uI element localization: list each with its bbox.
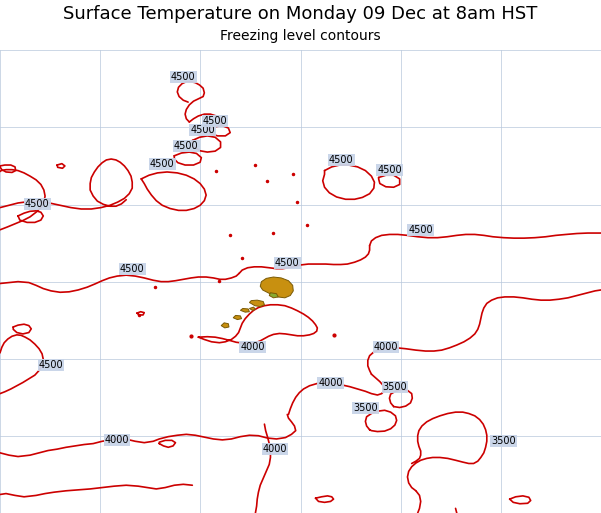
Polygon shape bbox=[233, 315, 242, 320]
Text: 4500: 4500 bbox=[377, 165, 401, 174]
Text: Surface Temperature on Monday 09 Dec at 8am HST: Surface Temperature on Monday 09 Dec at … bbox=[63, 5, 538, 23]
Polygon shape bbox=[240, 308, 249, 312]
Text: 3500: 3500 bbox=[383, 382, 407, 392]
Text: 4500: 4500 bbox=[174, 141, 198, 151]
Text: 4500: 4500 bbox=[120, 264, 144, 273]
Text: Freezing level contours: Freezing level contours bbox=[220, 29, 381, 43]
Text: 4000: 4000 bbox=[263, 444, 287, 454]
Polygon shape bbox=[249, 300, 264, 307]
Text: 4500: 4500 bbox=[39, 360, 63, 370]
Polygon shape bbox=[249, 307, 255, 310]
Text: 4500: 4500 bbox=[203, 115, 227, 126]
Text: 4500: 4500 bbox=[191, 125, 215, 135]
Text: 4500: 4500 bbox=[25, 199, 49, 209]
Polygon shape bbox=[221, 323, 229, 328]
Text: 4500: 4500 bbox=[150, 159, 174, 169]
Text: 4500: 4500 bbox=[329, 155, 353, 165]
Text: 4000: 4000 bbox=[319, 379, 343, 388]
Text: 3500: 3500 bbox=[492, 436, 516, 446]
Polygon shape bbox=[269, 293, 278, 298]
Text: 4500: 4500 bbox=[275, 258, 299, 268]
Text: 4500: 4500 bbox=[409, 225, 433, 235]
Polygon shape bbox=[260, 277, 293, 298]
Text: 4000: 4000 bbox=[105, 435, 129, 445]
Text: 4500: 4500 bbox=[171, 72, 195, 82]
Text: 4000: 4000 bbox=[240, 342, 264, 352]
Text: 3500: 3500 bbox=[353, 403, 377, 413]
Text: 4000: 4000 bbox=[374, 342, 398, 352]
